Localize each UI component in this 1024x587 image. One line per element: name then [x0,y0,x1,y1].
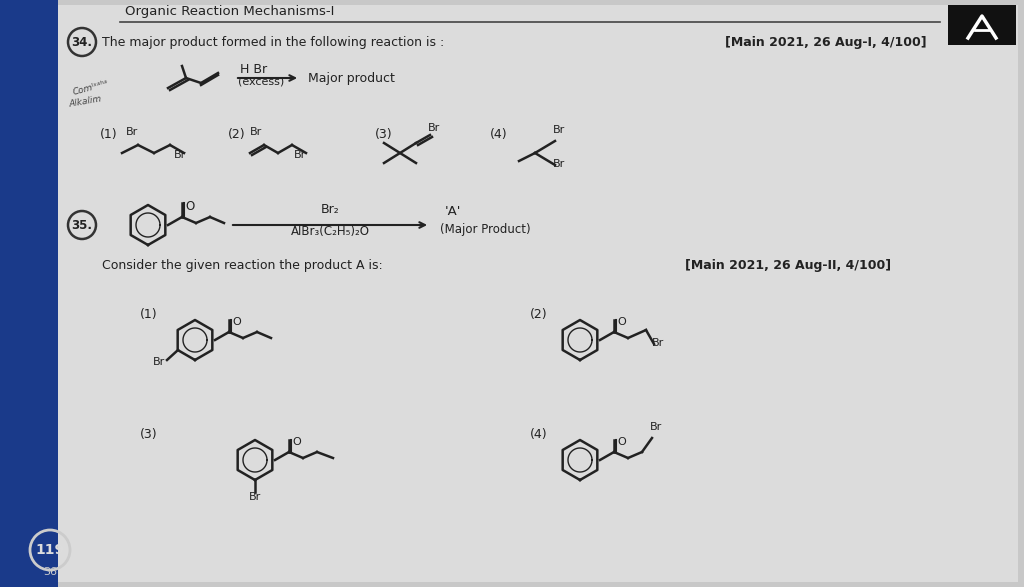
Text: Br: Br [153,357,165,367]
Text: O: O [292,437,301,447]
Text: Br: Br [553,125,565,135]
Text: Br: Br [652,338,665,348]
Text: (Major Product): (Major Product) [440,223,530,236]
Text: O: O [232,317,241,327]
Text: (4): (4) [530,428,548,441]
Bar [948,5,1016,45]
Text: AlBr₃(C₂H₅)₂O: AlBr₃(C₂H₅)₂O [291,225,370,238]
Text: Organic Reaction Mechanisms-I: Organic Reaction Mechanisms-I [125,5,335,18]
Text: 35.: 35. [72,218,92,231]
Text: 36: 36 [43,567,57,577]
Text: Br: Br [294,150,306,160]
Text: Alkalim: Alkalim [68,95,102,109]
Text: (4): (4) [490,128,508,141]
Text: (3): (3) [140,428,158,441]
Bar [0,0,58,587]
Text: (1): (1) [100,128,118,141]
Text: Br: Br [553,159,565,169]
Text: (1): (1) [140,308,158,321]
Text: O: O [185,200,195,213]
Text: Consider the given reaction the product A is:: Consider the given reaction the product … [102,258,383,272]
Text: [Main 2021, 26 Aug-II, 4/100]: [Main 2021, 26 Aug-II, 4/100] [685,258,891,272]
Text: O: O [617,437,626,447]
Text: 119: 119 [36,543,65,557]
Text: (excess): (excess) [238,76,285,86]
Text: (3): (3) [375,128,392,141]
Text: (2): (2) [228,128,246,141]
Text: Comᴵˣᵃʰᵃ: Comᴵˣᵃʰᵃ [72,79,110,97]
Text: Br: Br [428,123,440,133]
Text: 'A': 'A' [445,205,462,218]
Text: Major product: Major product [308,72,395,85]
Text: 34.: 34. [72,35,92,49]
Text: Br: Br [249,492,261,502]
Text: Br: Br [126,127,138,137]
Text: [Main 2021, 26 Aug-I, 4/100]: [Main 2021, 26 Aug-I, 4/100] [725,35,927,49]
Text: H Br: H Br [240,63,267,76]
Text: The major product formed in the following reaction is :: The major product formed in the followin… [102,35,444,49]
Text: Br: Br [250,127,262,137]
Text: O: O [617,317,626,327]
Text: Br: Br [174,150,186,160]
Text: (2): (2) [530,308,548,321]
Text: Br₂: Br₂ [321,203,339,216]
Text: Br: Br [650,422,663,432]
